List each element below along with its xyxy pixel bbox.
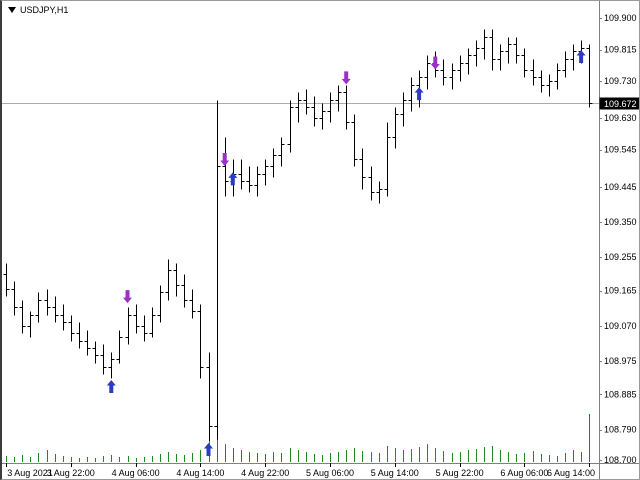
time-tick-label: 4 Aug 22:00 (241, 468, 289, 478)
sell-arrow-icon[interactable] (220, 152, 230, 166)
price-tick-label: 109.730 (604, 76, 637, 86)
symbol-triangle-icon[interactable] (8, 7, 16, 13)
sell-arrow-icon[interactable] (341, 71, 351, 85)
symbol-label: USDJPY,H1 (8, 5, 68, 15)
time-tick-label: 5 Aug 22:00 (436, 468, 484, 478)
volume-histogram (6, 414, 590, 462)
price-tick-label: 108.790 (604, 425, 637, 435)
buy-arrow-icon[interactable] (576, 49, 586, 63)
time-tick-label: 6 Aug 06:00 (500, 468, 548, 478)
time-tick-label: 4 Aug 06:00 (112, 468, 160, 478)
time-tick-label: 5 Aug 06:00 (306, 468, 354, 478)
buy-arrow-icon[interactable] (414, 87, 424, 101)
time-tick-label: 3 Aug 2021 (7, 468, 53, 478)
time-tick-label: 4 Aug 14:00 (176, 468, 224, 478)
price-tick-label: 108.885 (604, 389, 637, 399)
buy-arrow-icon[interactable] (228, 172, 238, 186)
price-axis[interactable]: 109.900 109.815 109.730 109.630 109.545 109.4… (599, 13, 637, 465)
price-tick-label: 109.630 (604, 113, 637, 123)
price-tick-label: 109.165 (604, 286, 637, 296)
price-tick-label: 109.070 (604, 321, 637, 331)
sell-arrow-icon[interactable] (123, 290, 132, 304)
ohlc-bars (3, 29, 593, 442)
price-tick-label: 108.700 (604, 455, 637, 465)
time-tick-label: 3 Aug 22:00 (47, 468, 95, 478)
symbol-label-text: USDJPY,H1 (20, 5, 69, 15)
current-price-label: 109.672 (604, 99, 637, 109)
price-tick-label: 109.445 (604, 182, 637, 192)
buy-arrow-icon[interactable] (204, 443, 213, 457)
sell-arrow-icon[interactable] (430, 56, 440, 70)
current-price-badge (599, 97, 639, 110)
buy-arrow-icon[interactable] (106, 379, 116, 393)
time-tick-label: 5 Aug 14:00 (371, 468, 419, 478)
price-tick-label: 109.255 (604, 252, 637, 262)
price-tick-label: 109.545 (604, 145, 637, 155)
price-tick-label: 109.815 (604, 45, 637, 55)
price-tick-label: 109.900 (604, 13, 637, 23)
price-tick-label: 108.975 (604, 356, 637, 366)
time-tick-label: 6 Aug 14:00 (547, 468, 595, 478)
price-tick-label: 109.350 (604, 217, 637, 227)
